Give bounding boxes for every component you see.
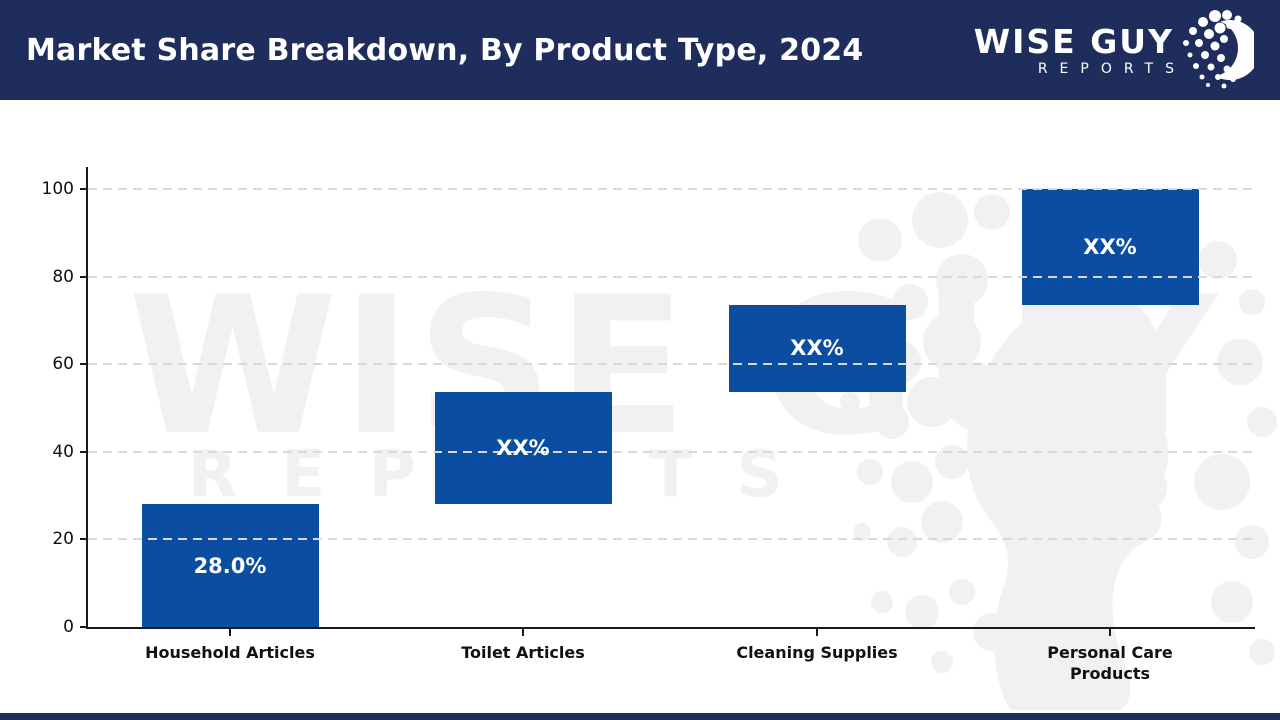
category-label: Toilet Articles	[461, 643, 585, 662]
y-axis-tick-label: 0	[63, 617, 74, 637]
bar-2	[434, 392, 612, 505]
x-axis-tick	[1109, 629, 1111, 636]
bar-value-label: 28.0%	[193, 553, 267, 578]
y-axis-tick-label: 80	[52, 266, 74, 287]
brand-logo-text: WISE GUY REPORTS	[974, 25, 1174, 76]
category-label: Cleaning Supplies	[736, 643, 898, 662]
category-label: Personal Care Products	[1047, 643, 1173, 683]
y-axis-tick-label: 60	[52, 354, 74, 375]
brand-logo: WISE GUY REPORTS	[974, 9, 1254, 91]
gridline	[88, 188, 1255, 190]
gridline	[88, 538, 1255, 541]
x-axis	[86, 627, 1255, 629]
y-axis-tick-label: 40	[52, 441, 74, 462]
brand-name: WISE GUY	[973, 21, 1174, 61]
bar-1	[141, 504, 319, 627]
bar-value-label: XX%	[1083, 234, 1137, 259]
x-axis-tick	[229, 629, 231, 636]
bar-3	[728, 304, 906, 393]
gridline	[88, 363, 1255, 366]
header-bar: Market Share Breakdown, By Product Type,…	[0, 0, 1280, 100]
footer-bar	[0, 713, 1280, 720]
page-title: Market Share Breakdown, By Product Type,…	[26, 32, 864, 68]
y-axis-tick-label: 100	[41, 179, 74, 199]
y-axis-tick	[80, 275, 88, 278]
category-label: Household Articles	[145, 643, 315, 662]
y-axis-tick	[80, 538, 88, 541]
bar-4	[1021, 189, 1199, 305]
brand-subtitle: REPORTS	[1037, 60, 1186, 77]
y-axis-tick	[80, 363, 88, 366]
y-axis-tick	[80, 450, 88, 453]
gridline	[88, 275, 1255, 278]
watermark-face-graphic	[840, 192, 1277, 710]
y-axis-tick-label: 20	[52, 529, 74, 550]
gridline	[88, 450, 1255, 453]
y-axis-tick	[80, 188, 88, 190]
brand-face-icon	[1180, 10, 1254, 89]
bar-value-label: XX%	[496, 436, 550, 461]
x-axis-tick	[816, 629, 818, 636]
y-axis	[86, 167, 88, 629]
bar-value-label: XX%	[790, 336, 844, 361]
x-axis-tick	[522, 629, 524, 636]
y-axis-tick	[80, 626, 88, 628]
